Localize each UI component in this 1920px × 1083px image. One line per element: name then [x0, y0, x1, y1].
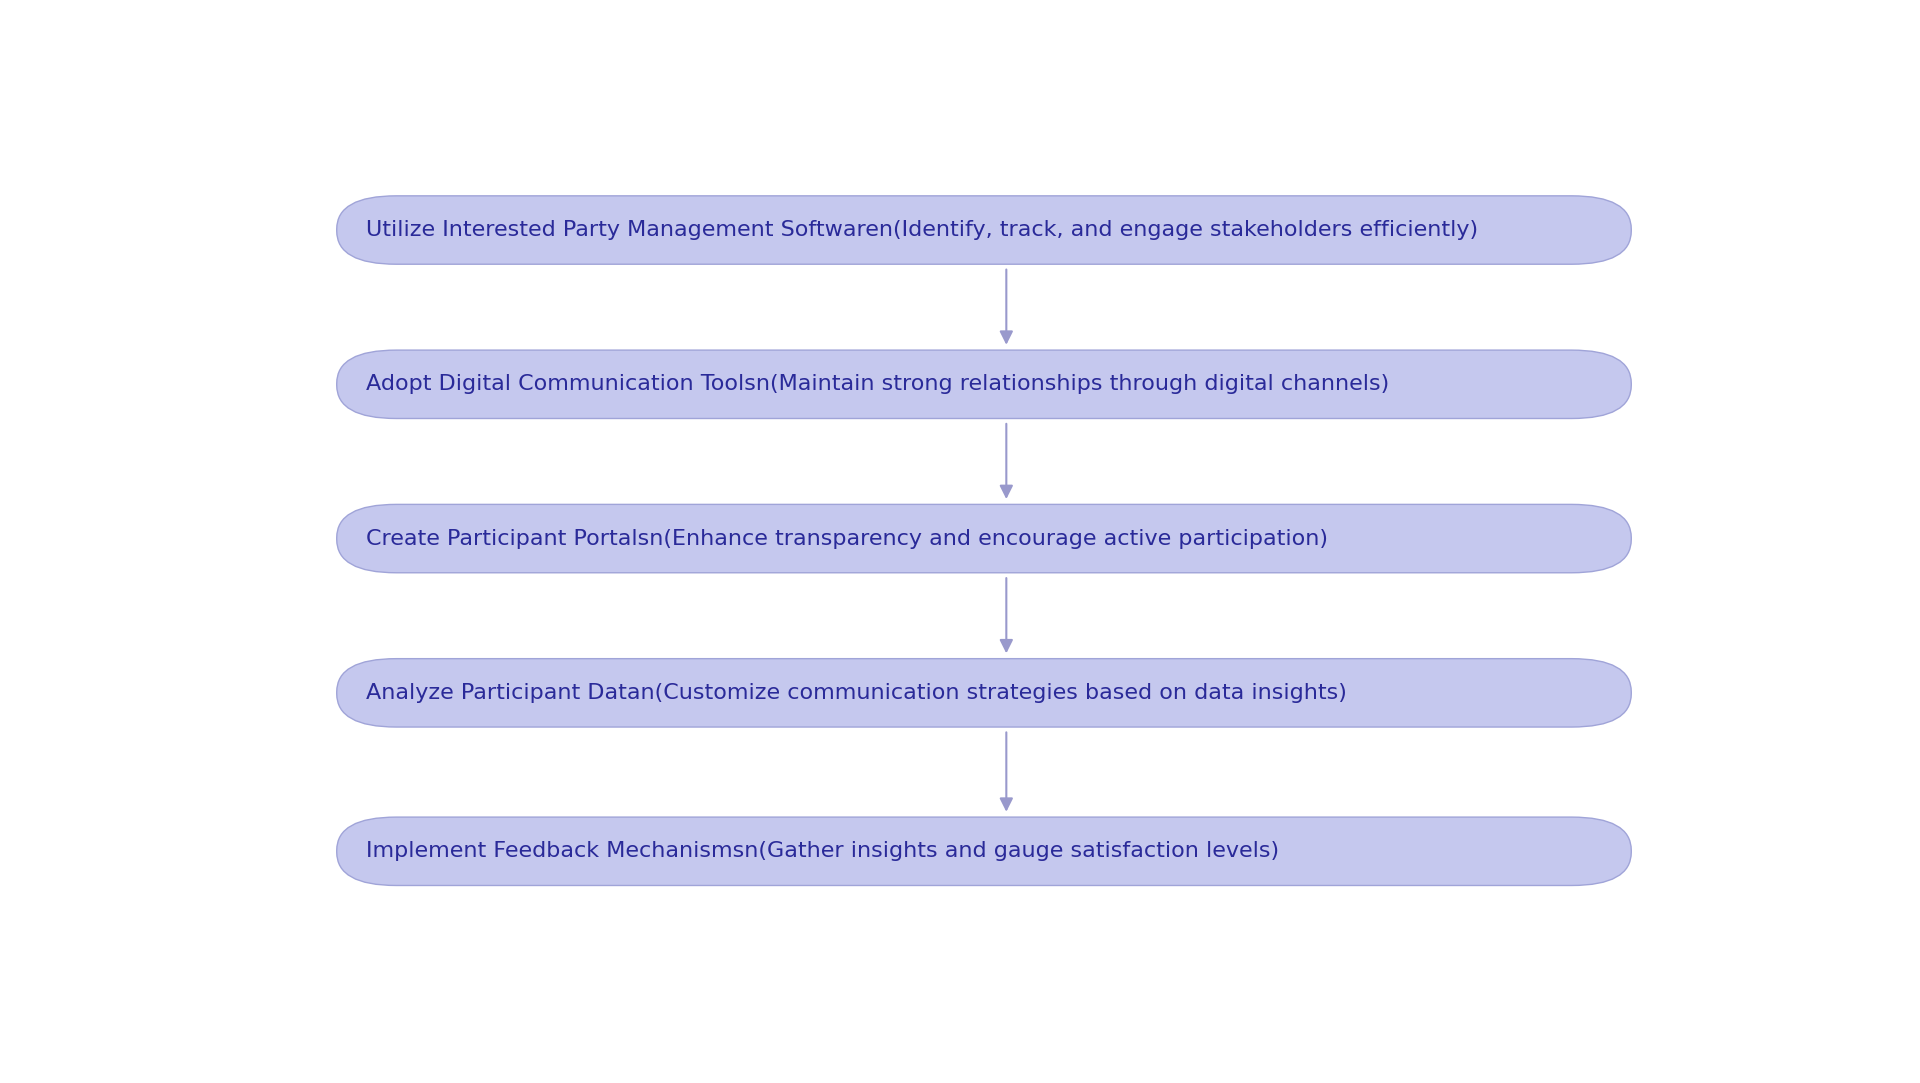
FancyBboxPatch shape [336, 658, 1632, 727]
Text: Create Participant Portalsn(Enhance transparency and encourage active participat: Create Participant Portalsn(Enhance tran… [367, 529, 1329, 549]
Text: Adopt Digital Communication Toolsn(Maintain strong relationships through digital: Adopt Digital Communication Toolsn(Maint… [367, 375, 1390, 394]
Text: Implement Feedback Mechanismsn(Gather insights and gauge satisfaction levels): Implement Feedback Mechanismsn(Gather in… [367, 841, 1279, 861]
Text: Analyze Participant Datan(Customize communication strategies based on data insig: Analyze Participant Datan(Customize comm… [367, 683, 1348, 703]
FancyBboxPatch shape [336, 350, 1632, 418]
FancyBboxPatch shape [336, 196, 1632, 264]
FancyBboxPatch shape [336, 817, 1632, 886]
FancyBboxPatch shape [336, 505, 1632, 573]
Text: Utilize Interested Party Management Softwaren(Identify, track, and engage stakeh: Utilize Interested Party Management Soft… [367, 220, 1478, 240]
